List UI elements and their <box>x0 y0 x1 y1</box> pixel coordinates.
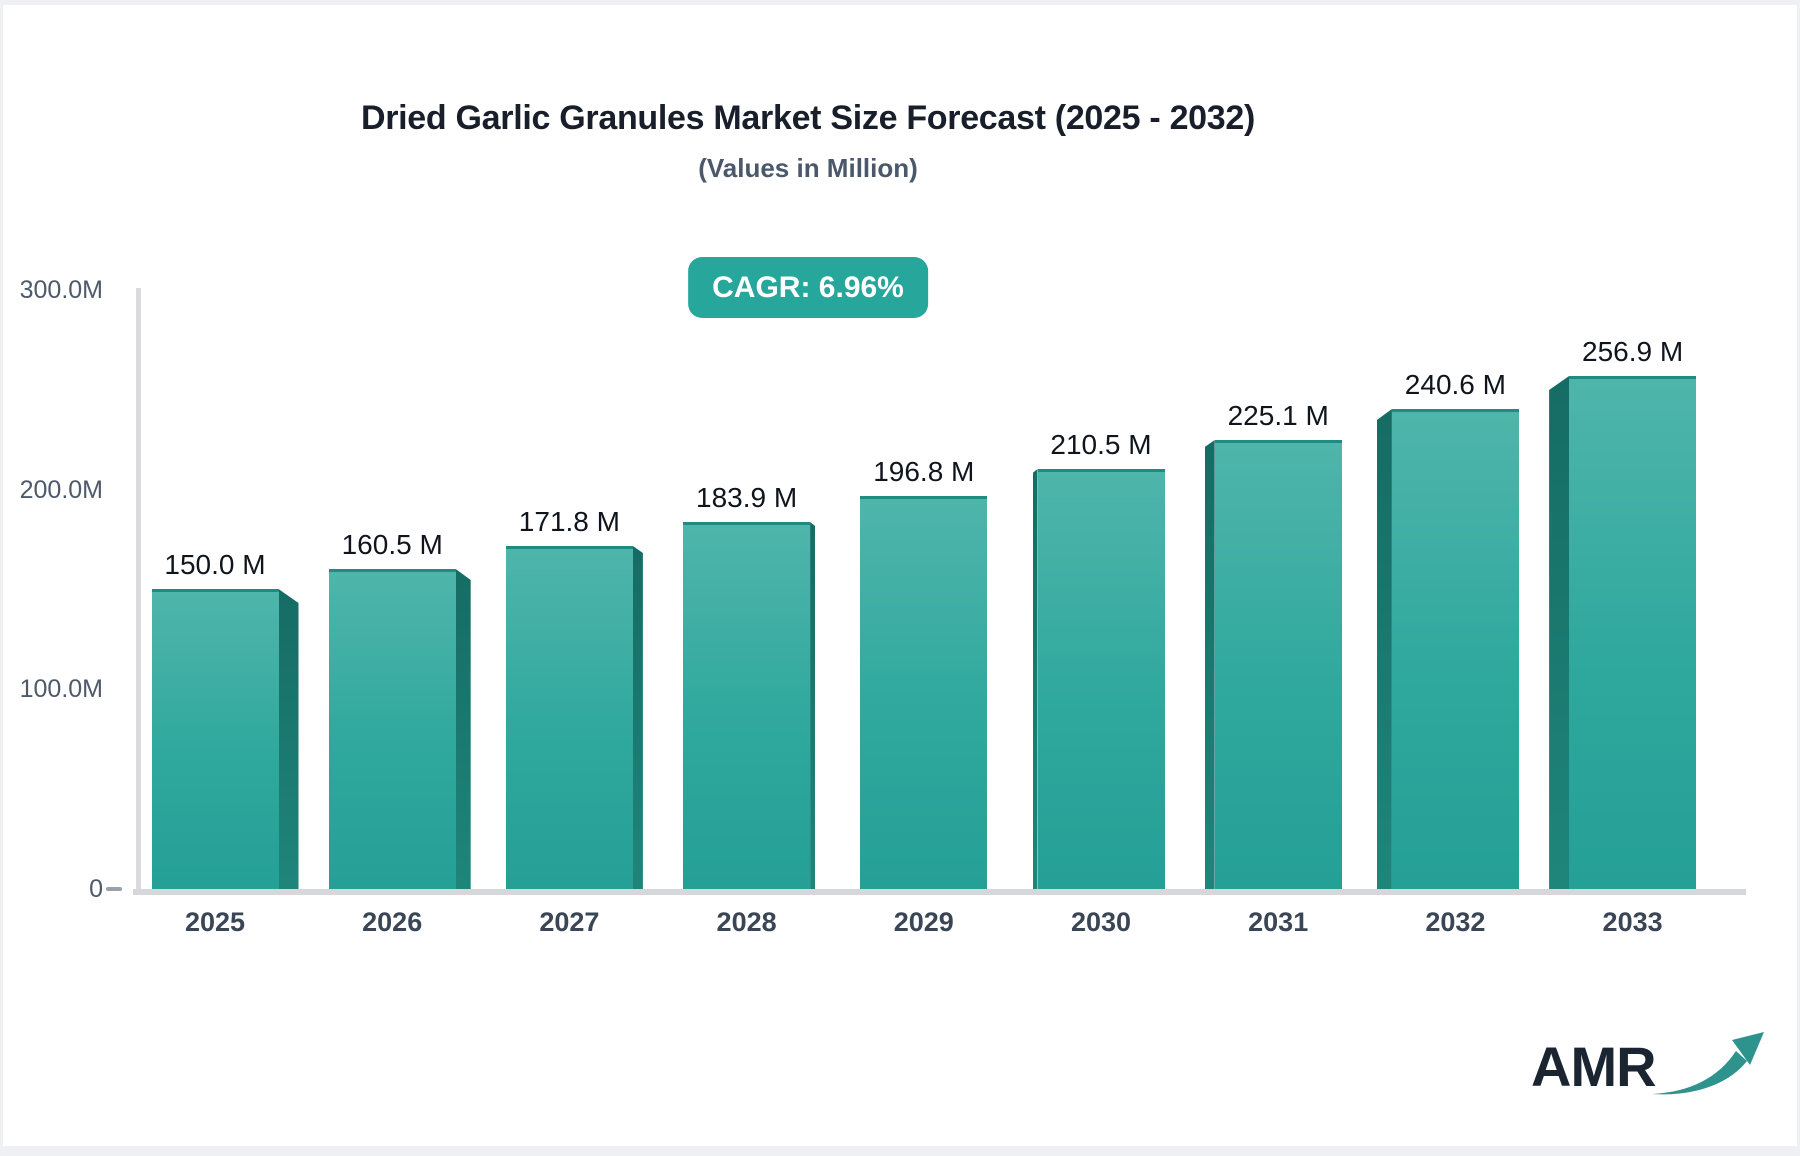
x-axis-category-label: 2029 <box>893 907 954 937</box>
bar-2030 <box>1032 469 1165 889</box>
bar-front-face <box>1037 469 1165 889</box>
y-axis-tick-label: 200.0M <box>19 475 103 504</box>
bar-value-label: 256.9 M <box>1582 336 1684 367</box>
brand-logo: AMR <box>1531 1032 1768 1101</box>
bar-2033 <box>1549 376 1697 889</box>
bar-value-label: 171.8 M <box>518 506 620 537</box>
bar-2028 <box>683 522 816 889</box>
bar-value-label: 210.5 M <box>1050 429 1152 460</box>
growth-arrow-icon <box>1651 1032 1764 1095</box>
bar-2029 <box>860 496 988 889</box>
x-axis-category-label: 2033 <box>1602 907 1663 937</box>
y-axis-tick-label: 0 <box>89 875 103 903</box>
bar-side-face <box>632 546 643 889</box>
bar-side-face <box>278 589 299 889</box>
bar-side-face <box>810 522 816 889</box>
cagr-badge: CAGR: 6.96% <box>688 257 928 318</box>
x-axis-category-label: 2026 <box>362 907 423 937</box>
bar-2026 <box>328 569 471 889</box>
chart-subtitle: (Values in Million) <box>698 153 918 183</box>
bar-2032 <box>1376 409 1519 889</box>
y-axis-line <box>136 288 141 895</box>
bar-value-label: 240.6 M <box>1404 369 1506 400</box>
bar-value-label: 183.9 M <box>696 482 798 513</box>
bar-2025 <box>151 589 299 889</box>
bar-value-label: 196.8 M <box>873 456 975 487</box>
x-axis-category-label: 2027 <box>539 907 600 937</box>
bar-side-face <box>1549 376 1570 889</box>
bar-2031 <box>1204 440 1342 889</box>
bar-side-face <box>1376 409 1392 889</box>
x-axis-category-label: 2031 <box>1248 907 1309 937</box>
bar-front-face <box>505 546 633 889</box>
x-axis-baseline <box>133 889 1746 895</box>
brand-logo-text: AMR <box>1531 1035 1657 1098</box>
bar-front-face <box>683 522 811 889</box>
page-title: Dried Garlic Granules Market Size Foreca… <box>360 99 1256 137</box>
plot-area: 300.0M 200.0M 100.0M 0 150.0 M 2025 160.5 M 202… <box>3 5 1797 1146</box>
zero-tick-mark <box>106 887 122 891</box>
bar-front-face <box>1214 440 1342 889</box>
x-axis-category-label: 2032 <box>1425 907 1486 937</box>
x-axis-category-label: 2030 <box>1070 907 1132 937</box>
bar-side-face <box>1204 440 1215 889</box>
bar-value-label: 160.5 M <box>341 529 443 560</box>
bar-value-label: 225.1 M <box>1227 400 1329 431</box>
y-axis-tick-label: 100.0M <box>19 675 103 704</box>
chart-card: Dried Garlic Granules Market Size Foreca… <box>3 5 1797 1146</box>
bar-value-label: 150.0 M <box>164 549 266 580</box>
bar-side-face <box>1032 469 1038 889</box>
bar-side-face <box>455 569 471 889</box>
bar-front-face <box>1569 376 1697 889</box>
bar-front-face <box>328 569 456 889</box>
x-axis-category-label: 2028 <box>716 907 777 937</box>
x-axis-category-label: 2025 <box>184 907 246 937</box>
chart-root: Dried Garlic Granules Market Size Foreca… <box>3 5 1797 1146</box>
y-axis-tick-label: 300.0M <box>19 276 103 304</box>
bar-2027 <box>505 546 643 889</box>
bar-front-face <box>860 496 988 889</box>
bar-front-face <box>151 589 279 889</box>
bar-front-face <box>1391 409 1519 889</box>
